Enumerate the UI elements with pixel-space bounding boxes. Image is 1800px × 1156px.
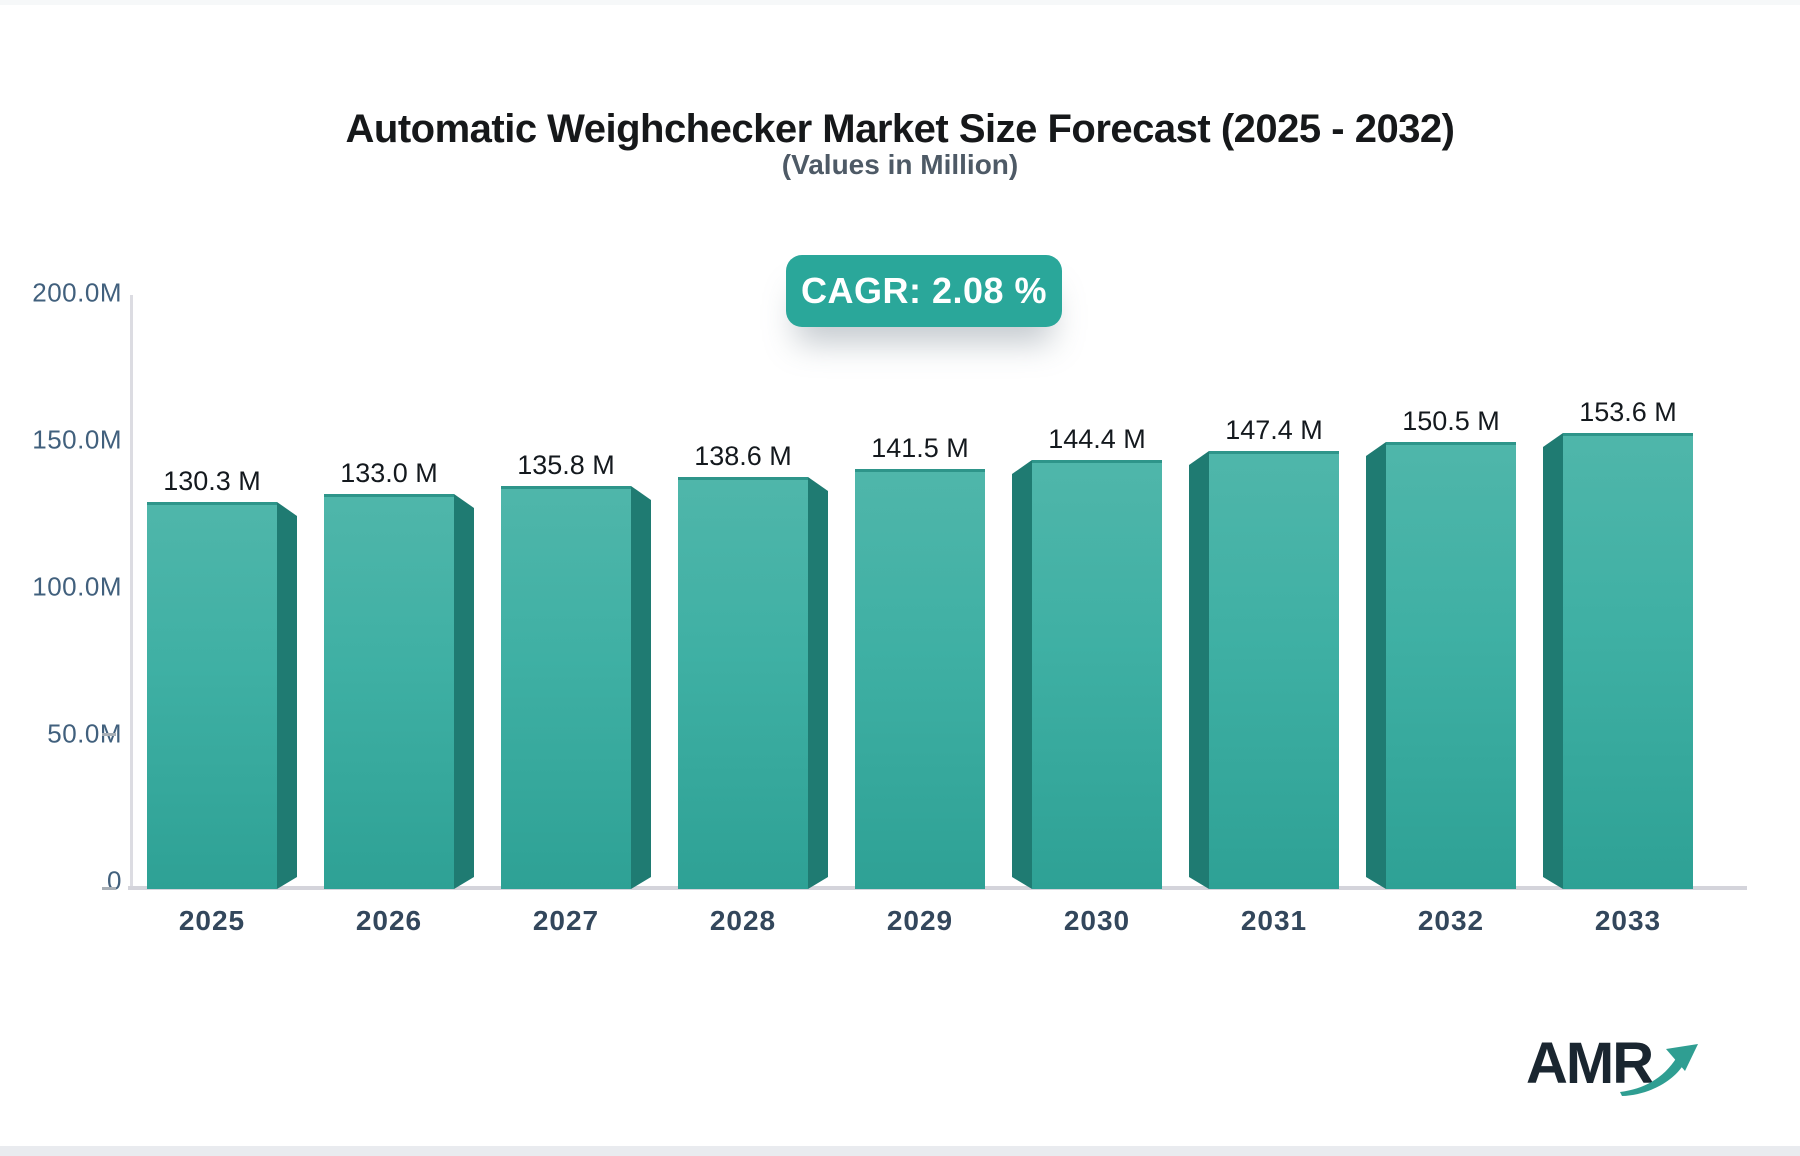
- page-subtitle: (Values in Million): [781, 149, 1019, 180]
- growth-arrow-icon: [1620, 1044, 1698, 1096]
- y-tick-mark: [102, 887, 116, 890]
- bar-side-2031[interactable]: [1189, 451, 1209, 889]
- y-tick-label: 150.0M: [32, 424, 122, 455]
- top-border: [0, 0, 1800, 5]
- cagr-badge: CAGR: 2.08 %: [786, 255, 1062, 327]
- y-tick-mark: [102, 733, 116, 736]
- x-tick-label-2033: 2033: [1594, 905, 1662, 936]
- y-tick-label: 100.0M: [32, 571, 122, 602]
- bar-2028[interactable]: [678, 477, 808, 889]
- bar-value-label: 138.6 M: [694, 441, 792, 471]
- bar-2033[interactable]: [1563, 433, 1693, 889]
- x-tick-label-2031: 2031: [1240, 905, 1308, 936]
- bar-2025[interactable]: [147, 502, 277, 889]
- bar-2027[interactable]: [501, 486, 631, 889]
- bar-side-2032[interactable]: [1366, 442, 1386, 889]
- bar-value-label: 144.4 M: [1048, 424, 1146, 454]
- bar-side-2027[interactable]: [631, 486, 651, 889]
- bar-value-label: 130.3 M: [163, 466, 261, 496]
- bar-value-label: 153.6 M: [1579, 397, 1677, 427]
- bar-side-2030[interactable]: [1012, 460, 1032, 889]
- y-tick-label: 200.0M: [32, 277, 122, 308]
- y-tick-label: 0: [107, 865, 122, 896]
- bar-2031[interactable]: [1209, 451, 1339, 889]
- page-title: Automatic Weighchecker Market Size Forec…: [345, 107, 1456, 151]
- bar-side-2026[interactable]: [454, 494, 474, 889]
- bar-2029[interactable]: [855, 469, 985, 889]
- x-tick-label-2030: 2030: [1063, 905, 1131, 936]
- bar-2026[interactable]: [324, 494, 454, 889]
- x-tick-label-2032: 2032: [1417, 905, 1485, 936]
- bar-2030[interactable]: [1032, 460, 1162, 889]
- x-tick-label-2028: 2028: [709, 905, 777, 936]
- bar-side-2033[interactable]: [1543, 433, 1563, 889]
- y-axis-line: [130, 295, 133, 886]
- x-tick-label-2029: 2029: [886, 905, 954, 936]
- bar-value-label: 133.0 M: [340, 458, 438, 488]
- bar-side-2028[interactable]: [808, 477, 828, 889]
- bar-value-label: 150.5 M: [1402, 406, 1500, 436]
- bar-value-label: 141.5 M: [871, 433, 969, 463]
- amr-logo: AMR: [1520, 1032, 1720, 1122]
- amr-logo-text: AMR: [1526, 1031, 1654, 1096]
- x-tick-label-2025: 2025: [178, 905, 246, 936]
- bar-side-2025[interactable]: [277, 502, 297, 889]
- bar-value-label: 147.4 M: [1225, 415, 1323, 445]
- bar-2032[interactable]: [1386, 442, 1516, 889]
- bottom-border: [0, 1146, 1800, 1156]
- x-tick-label-2027: 2027: [532, 905, 600, 936]
- x-tick-label-2026: 2026: [355, 905, 423, 936]
- bar-value-label: 135.8 M: [517, 450, 615, 480]
